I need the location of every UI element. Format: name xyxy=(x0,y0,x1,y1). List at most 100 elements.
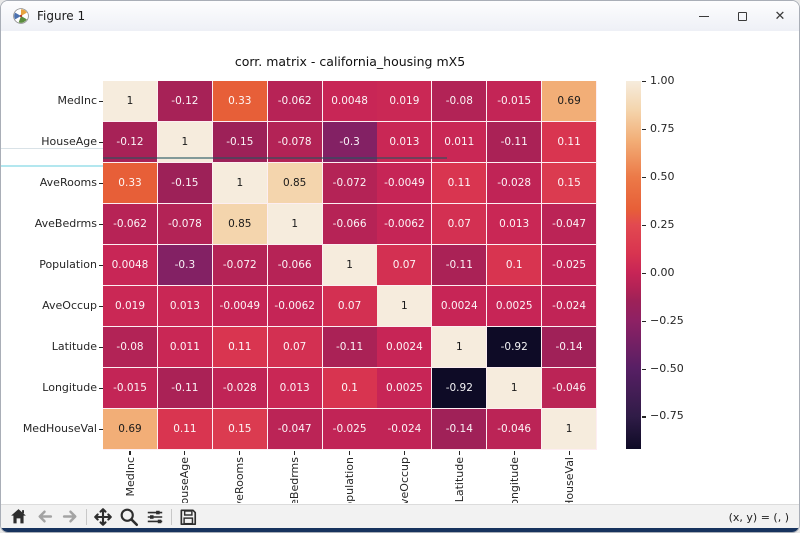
heatmap-cell: 1 xyxy=(542,409,597,449)
artifact-line xyxy=(1,148,103,149)
close-icon: ✕ xyxy=(774,8,786,24)
heatmap-cell: -0.0062 xyxy=(377,204,432,244)
heatmap-cell: 1 xyxy=(377,286,432,326)
heatmap-cell: -0.15 xyxy=(157,163,212,203)
colorbar-tick-label: 1.00 xyxy=(650,74,675,87)
colorbar-tick-label: 0.00 xyxy=(650,265,675,279)
zoom-button[interactable] xyxy=(116,506,142,528)
y-tick-label: HouseAge xyxy=(41,134,97,148)
heatmap-cell: -0.062 xyxy=(103,204,157,244)
heatmap-cell: 0.07 xyxy=(432,204,487,244)
heatmap-cell: -0.08 xyxy=(103,327,157,367)
pan-icon xyxy=(94,507,112,526)
x-tick-mark xyxy=(513,451,515,455)
heatmap-cell: -0.028 xyxy=(487,163,542,203)
forward-button[interactable] xyxy=(57,506,83,528)
heatmap-plot-area[interactable]: 1 -0.12 0.33 -0.062 0.0048 0.019 -0.08 -0.015 0.… xyxy=(103,81,597,450)
back-button[interactable] xyxy=(31,506,57,528)
heatmap-cell: 0.69 xyxy=(103,409,157,449)
forward-arrow-icon xyxy=(62,510,77,523)
magnifier-icon xyxy=(120,508,139,526)
plot-canvas[interactable]: corr. matrix - california_housing mX5 1-… xyxy=(1,31,799,504)
heatmap-cell: 0.013 xyxy=(267,368,322,408)
x-tick-mark xyxy=(129,451,131,455)
heatmap-cell: 0.33 xyxy=(103,163,157,203)
maximize-button[interactable] xyxy=(723,1,761,31)
heatmap-cell: -0.047 xyxy=(542,204,597,244)
colorbar-tick-mark xyxy=(642,368,646,370)
heatmap-cell: -0.11 xyxy=(487,122,542,162)
colorbar-tick-label: −0.75 xyxy=(650,409,684,423)
colorbar-tick-label: 0.75 xyxy=(650,121,675,135)
heatmap-cell: -0.0062 xyxy=(267,286,322,326)
maximize-icon xyxy=(737,11,747,21)
heatmap-cell: -0.11 xyxy=(157,368,212,408)
matplotlib-logo-icon xyxy=(13,8,29,24)
heatmap-cell: 0.0025 xyxy=(487,286,542,326)
home-icon xyxy=(10,509,26,524)
heatmap-cell: 0.07 xyxy=(322,286,377,326)
heatmap-cell: -0.3 xyxy=(322,122,377,162)
heatmap-cell: -0.062 xyxy=(267,81,322,121)
sliders-icon xyxy=(147,510,163,523)
heatmap-cell: 0.0048 xyxy=(103,245,157,285)
heatmap-cell: 0.85 xyxy=(267,163,322,203)
heatmap-cell: 0.019 xyxy=(103,286,157,326)
minimize-button[interactable] xyxy=(685,1,723,31)
heatmap-cell: -0.025 xyxy=(542,245,597,285)
x-tick-mark xyxy=(294,451,296,455)
titlebar[interactable]: Figure 1 ✕ xyxy=(1,1,799,31)
heatmap-cell: 0.013 xyxy=(377,122,432,162)
heatmap-cell: 0.11 xyxy=(212,327,267,367)
heatmap-cell: 0.013 xyxy=(157,286,212,326)
pan-button[interactable] xyxy=(90,506,116,528)
heatmap-cell: 0.15 xyxy=(542,163,597,203)
x-tick-label: Longitude xyxy=(507,457,521,503)
heatmap-cell: -0.11 xyxy=(322,327,377,367)
y-tick-label: MedInc xyxy=(57,93,97,107)
y-tick-mark xyxy=(99,142,103,144)
save-button[interactable] xyxy=(175,506,201,528)
colorbar-tick-mark xyxy=(642,224,646,226)
x-tick-mark xyxy=(349,451,351,455)
y-tick-label: AveRooms xyxy=(39,175,97,189)
heatmap-cell: -0.072 xyxy=(212,245,267,285)
window-bottom-edge xyxy=(1,528,799,532)
heatmap-cell: -0.024 xyxy=(377,409,432,449)
artifact-line xyxy=(103,157,447,159)
x-tick-label: AveBedrms xyxy=(288,457,302,503)
back-arrow-icon xyxy=(37,510,52,523)
heatmap-cell: -0.028 xyxy=(212,368,267,408)
heatmap-cell: 0.11 xyxy=(432,163,487,203)
colorbar-tick-mark xyxy=(642,416,646,418)
heatmap-cell: -0.92 xyxy=(432,368,487,408)
heatmap-cell: 1 xyxy=(487,368,542,408)
x-tick-mark xyxy=(239,451,241,455)
home-button[interactable] xyxy=(5,506,31,528)
configure-subplots-button[interactable] xyxy=(142,506,168,528)
heatmap-cell: 0.011 xyxy=(157,327,212,367)
heatmap-cell: -0.12 xyxy=(157,81,212,121)
heatmap-cell: 0.07 xyxy=(377,245,432,285)
heatmap-cell: 0.1 xyxy=(322,368,377,408)
heatmap-cell: 0.69 xyxy=(542,81,597,121)
artifact-line xyxy=(1,165,103,167)
x-tick-label: AveRooms xyxy=(233,457,247,503)
chart-title: corr. matrix - california_housing mX5 xyxy=(234,54,466,69)
heatmap-cell: -0.015 xyxy=(103,368,157,408)
colorbar-tick-label: −0.25 xyxy=(650,313,684,327)
heatmap-cell: -0.92 xyxy=(487,327,542,367)
close-button[interactable]: ✕ xyxy=(761,1,799,31)
save-floppy-icon xyxy=(180,509,197,525)
matplotlib-toolbar: (x, y) = (, ) xyxy=(1,504,799,528)
heatmap-cell: 0.1 xyxy=(487,245,542,285)
heatmap-cell: -0.14 xyxy=(432,409,487,449)
toolbar-separator xyxy=(171,508,172,525)
y-tick-mark xyxy=(99,347,103,349)
x-tick-label: MedHouseVal xyxy=(562,457,576,503)
colorbar-tick-label: −0.50 xyxy=(650,361,684,375)
y-tick-mark xyxy=(99,224,103,226)
x-tick-label: HouseAge xyxy=(178,457,192,503)
colorbar-tick-mark xyxy=(642,81,646,83)
colorbar-tick-mark xyxy=(642,128,646,131)
